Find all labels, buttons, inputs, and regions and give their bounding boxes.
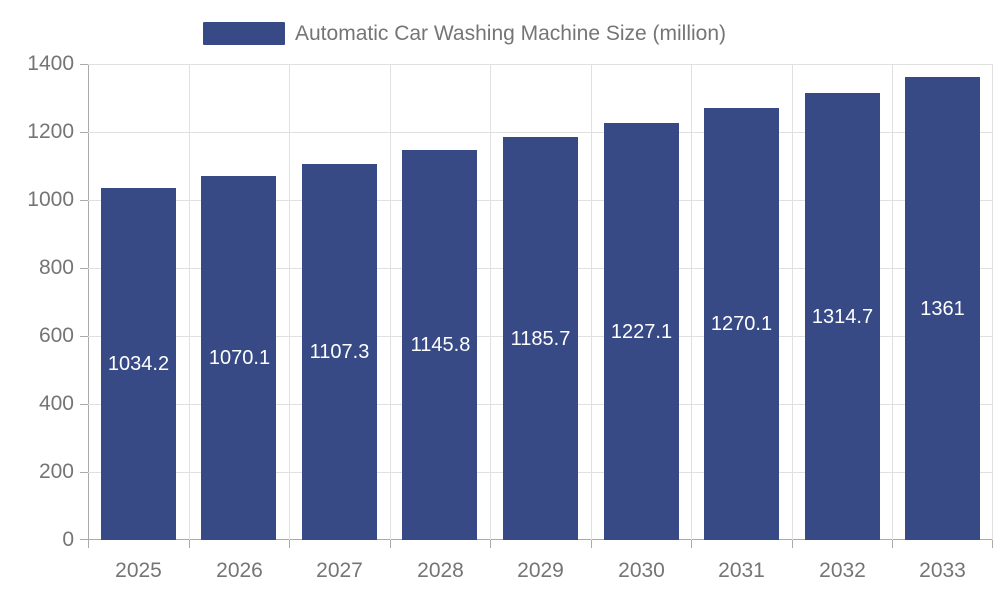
gridline-v bbox=[289, 64, 290, 540]
y-axis-tick bbox=[80, 404, 88, 405]
bar-2027[interactable] bbox=[302, 164, 377, 540]
y-axis-tick bbox=[80, 64, 88, 65]
y-axis-label: 1200 bbox=[27, 120, 74, 143]
x-axis-label-2031: 2031 bbox=[718, 559, 765, 582]
bar-2030[interactable] bbox=[604, 123, 679, 540]
plot-area: 0 200 400 600 800 1000 1200 1400 2025 2026 2027 202… bbox=[27, 52, 993, 582]
gridline-v bbox=[591, 64, 592, 540]
legend-swatch-icon bbox=[203, 22, 285, 45]
x-axis-tick bbox=[792, 540, 793, 548]
x-axis-label-2029: 2029 bbox=[517, 559, 564, 582]
x-axis-tick bbox=[289, 540, 290, 548]
x-axis-tick bbox=[189, 540, 190, 548]
x-axis-label-2025: 2025 bbox=[115, 559, 162, 582]
x-axis-label-2027: 2027 bbox=[316, 559, 363, 582]
x-axis-label-2032: 2032 bbox=[819, 559, 866, 582]
gridline-h bbox=[88, 64, 993, 65]
y-axis-tick bbox=[80, 539, 88, 540]
y-axis-label: 1000 bbox=[27, 188, 74, 211]
y-axis-label: 600 bbox=[38, 324, 74, 347]
legend[interactable]: Automatic Car Washing Machine Size (mill… bbox=[203, 22, 726, 45]
y-axis-label: 0 bbox=[62, 528, 74, 551]
x-axis-label-2026: 2026 bbox=[216, 559, 263, 582]
gridline-v bbox=[490, 64, 491, 540]
x-axis-tick bbox=[892, 540, 893, 548]
x-axis-label-2033: 2033 bbox=[919, 559, 966, 582]
x-axis-tick bbox=[591, 540, 592, 548]
x-axis-tick bbox=[691, 540, 692, 548]
y-axis-label: 200 bbox=[38, 460, 74, 483]
legend-label: Automatic Car Washing Machine Size (mill… bbox=[295, 22, 727, 45]
y-axis-tick bbox=[80, 200, 88, 201]
gridline-v bbox=[691, 64, 692, 540]
x-axis-label-2030: 2030 bbox=[618, 559, 665, 582]
y-axis-label: 800 bbox=[38, 256, 74, 279]
y-axis-tick bbox=[80, 268, 88, 269]
bar-2025[interactable] bbox=[101, 188, 176, 540]
gridline-v bbox=[189, 64, 190, 540]
y-axis-line bbox=[88, 64, 89, 540]
y-axis-label: 1400 bbox=[27, 52, 74, 75]
bar-2031[interactable] bbox=[704, 108, 779, 540]
y-axis-label: 400 bbox=[38, 392, 74, 415]
y-axis-tick bbox=[80, 132, 88, 133]
gridline-h bbox=[88, 132, 993, 133]
gridline-v bbox=[892, 64, 893, 540]
x-axis-tick bbox=[88, 540, 89, 548]
x-axis-tick bbox=[992, 540, 993, 548]
bar-2029[interactable] bbox=[503, 137, 578, 540]
y-axis-tick bbox=[80, 472, 88, 473]
y-axis-tick bbox=[80, 336, 88, 337]
x-axis-tick bbox=[490, 540, 491, 548]
bar-2033[interactable] bbox=[905, 77, 980, 540]
gridline-v bbox=[992, 64, 993, 540]
x-axis-label-2028: 2028 bbox=[417, 559, 464, 582]
bar-2026[interactable] bbox=[201, 176, 276, 540]
bar-2028[interactable] bbox=[402, 150, 477, 540]
x-axis-tick bbox=[390, 540, 391, 548]
gridline-v bbox=[792, 64, 793, 540]
gridline-v bbox=[390, 64, 391, 540]
bar-2032[interactable] bbox=[805, 93, 880, 540]
